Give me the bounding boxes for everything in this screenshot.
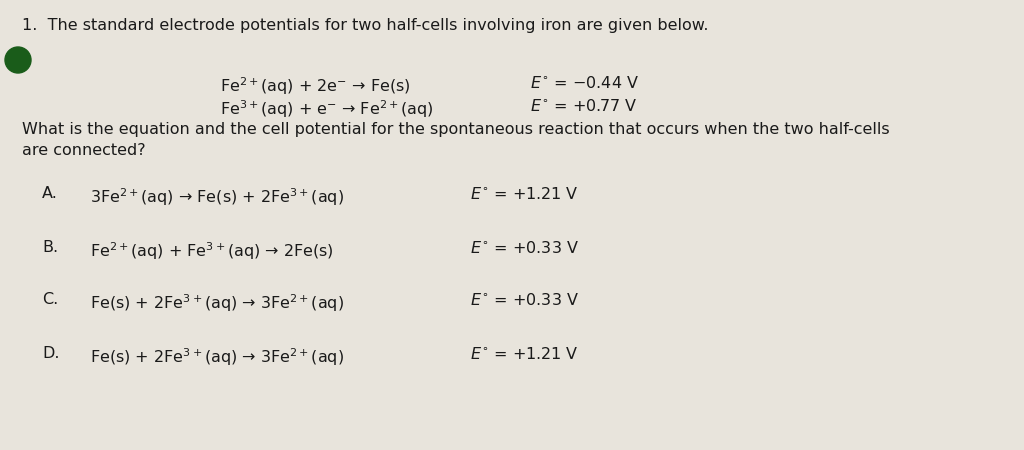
Text: Fe(s) + 2Fe$^{3+}$(aq) → 3Fe$^{2+}$(aq): Fe(s) + 2Fe$^{3+}$(aq) → 3Fe$^{2+}$(aq): [90, 346, 344, 368]
Text: D.: D.: [42, 346, 59, 361]
Text: $E^{\circ}$ = +1.21 V: $E^{\circ}$ = +1.21 V: [470, 346, 579, 362]
Circle shape: [5, 47, 31, 73]
Text: 3Fe$^{2+}$(aq) → Fe(s) + 2Fe$^{3+}$(aq): 3Fe$^{2+}$(aq) → Fe(s) + 2Fe$^{3+}$(aq): [90, 186, 344, 208]
Text: $E^{\circ}$ = +0.77 V: $E^{\circ}$ = +0.77 V: [530, 98, 638, 114]
Text: B.: B.: [42, 240, 58, 255]
Text: Fe$^{2+}$(aq) + 2e$^{-}$ → Fe(s): Fe$^{2+}$(aq) + 2e$^{-}$ → Fe(s): [220, 75, 411, 97]
Text: What is the equation and the cell potential for the spontaneous reaction that oc: What is the equation and the cell potent…: [22, 122, 890, 158]
Text: C.: C.: [42, 292, 58, 307]
Text: $E^{\circ}$ = +0.33 V: $E^{\circ}$ = +0.33 V: [470, 240, 580, 256]
Text: Fe$^{2+}$(aq) + Fe$^{3+}$(aq) → 2Fe(s): Fe$^{2+}$(aq) + Fe$^{3+}$(aq) → 2Fe(s): [90, 240, 334, 262]
Text: 1.  The standard electrode potentials for two half-cells involving iron are give: 1. The standard electrode potentials for…: [22, 18, 709, 33]
Text: Fe(s) + 2Fe$^{3+}$(aq) → 3Fe$^{2+}$(aq): Fe(s) + 2Fe$^{3+}$(aq) → 3Fe$^{2+}$(aq): [90, 292, 344, 314]
Text: A.: A.: [42, 186, 58, 201]
Text: $E^{\circ}$ = +0.33 V: $E^{\circ}$ = +0.33 V: [470, 292, 580, 308]
Text: $E^{\circ}$ = +1.21 V: $E^{\circ}$ = +1.21 V: [470, 186, 579, 202]
Text: $E^{\circ}$ = −0.44 V: $E^{\circ}$ = −0.44 V: [530, 75, 639, 91]
Text: Fe$^{3+}$(aq) + e$^{-}$ → Fe$^{2+}$(aq): Fe$^{3+}$(aq) + e$^{-}$ → Fe$^{2+}$(aq): [220, 98, 433, 120]
